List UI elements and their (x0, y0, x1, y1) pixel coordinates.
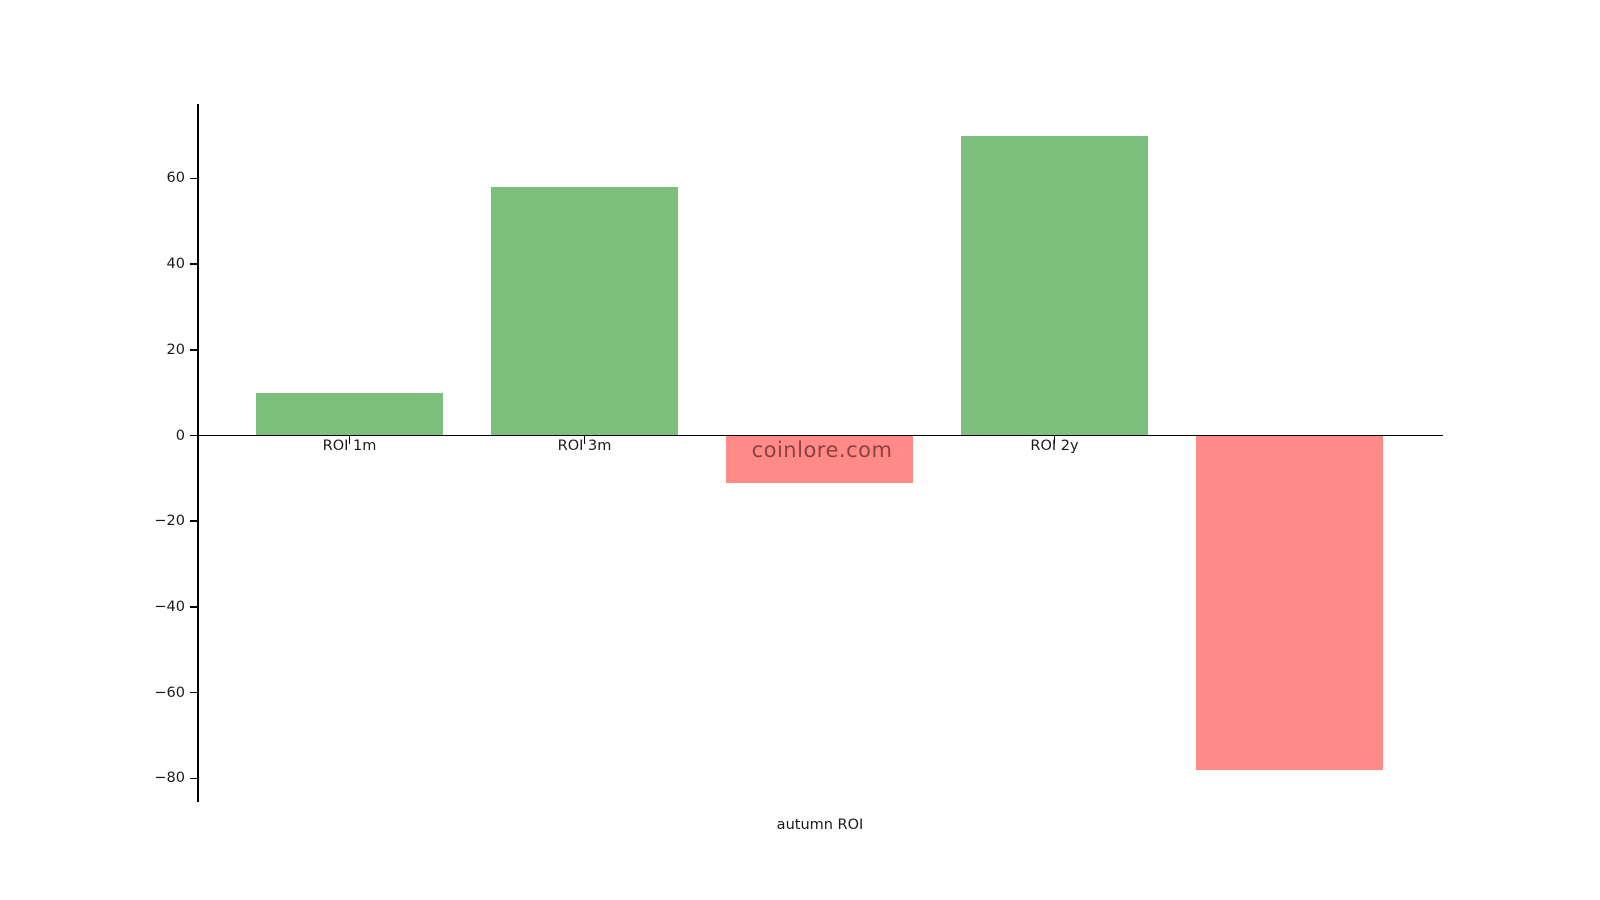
y-tick-label: −60 (154, 684, 185, 701)
coinlore-watermark: coinlore.com (751, 438, 893, 462)
y-tick-label: 60 (166, 170, 185, 187)
bar-5 (1196, 435, 1383, 770)
y-tick-label: 0 (175, 427, 185, 444)
x-tick-label: ROI 1m (322, 437, 377, 454)
bar-4 (961, 135, 1148, 436)
x-tick-mark (1053, 435, 1056, 444)
y-tick-mark (190, 777, 197, 780)
y-tick-label: −20 (154, 513, 185, 530)
y-tick-label: −80 (154, 770, 185, 787)
y-tick-label: 40 (166, 256, 185, 273)
y-tick-mark (190, 691, 197, 694)
x-tick-mark (348, 435, 351, 444)
y-tick-mark (190, 606, 197, 608)
y-tick-label: 20 (166, 341, 185, 358)
y-tick-mark (190, 263, 197, 265)
y-tick-mark (190, 177, 197, 180)
x-tick-label: ROI 3m (557, 437, 612, 454)
bar-1 (256, 392, 443, 436)
y-tick-label: −40 (154, 598, 185, 615)
bar-2 (491, 186, 678, 436)
y-tick-mark (190, 520, 197, 522)
x-axis-line (197, 434, 1443, 437)
x-axis-title: autumn ROI (776, 817, 864, 833)
bar-3 (726, 435, 913, 483)
x-tick-label: ROI 2y (1030, 437, 1079, 454)
y-tick-mark (190, 434, 197, 437)
x-tick-mark (583, 435, 586, 444)
y-axis-spine (197, 104, 199, 802)
y-tick-mark (190, 349, 197, 351)
